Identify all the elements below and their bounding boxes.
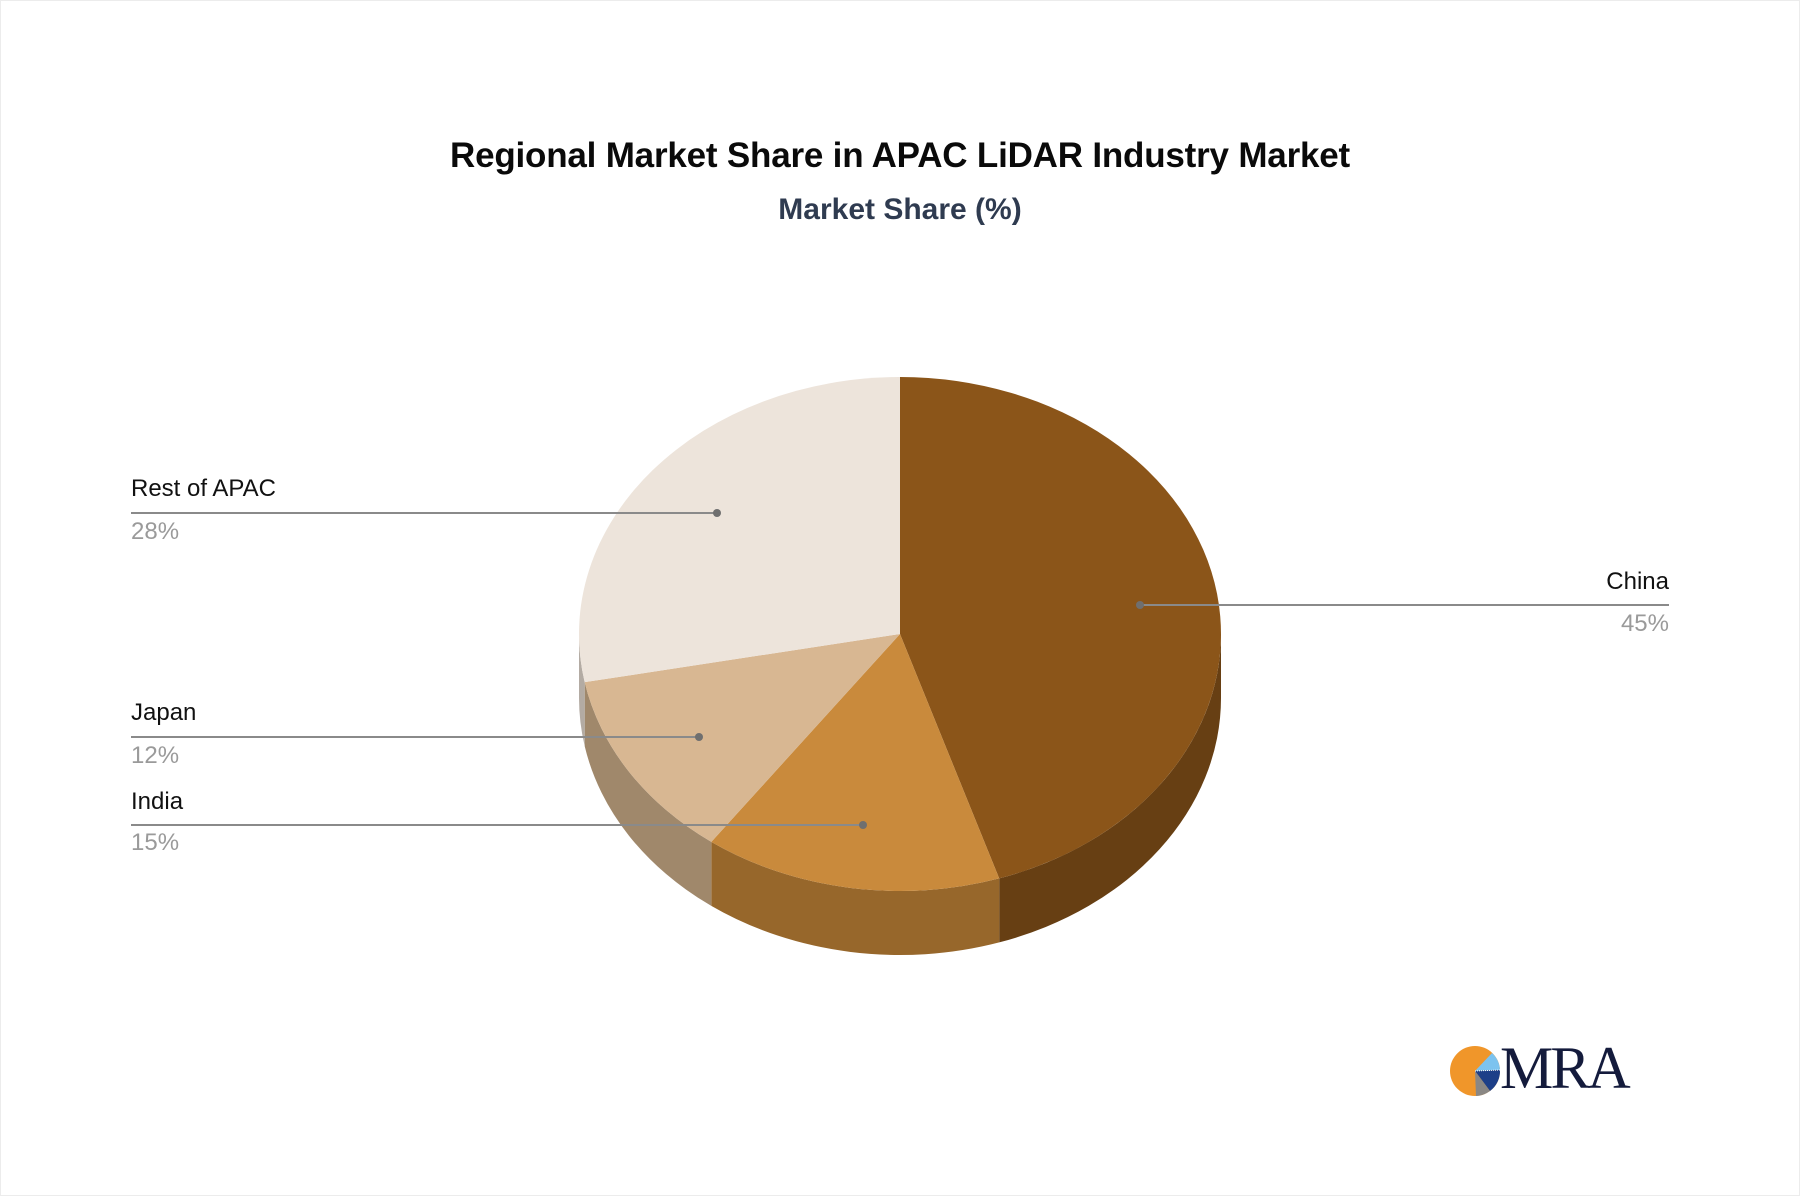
value-india: 15% — [131, 829, 180, 856]
mra-logo: MRA — [1448, 1038, 1648, 1098]
value-japan: 12% — [131, 742, 180, 769]
leader-india-dot — [859, 821, 867, 829]
value-china: 45% — [1620, 610, 1669, 637]
value-rest-of-apac: 28% — [131, 518, 180, 545]
label-rest-of-apac: Rest of APAC — [131, 475, 276, 502]
logo-text: MRA — [1500, 1035, 1631, 1101]
leader-china-dot — [1136, 601, 1144, 609]
leader-japan-dot — [695, 733, 703, 741]
slice-rest-of-apac-side — [579, 634, 585, 747]
slice-india-side — [711, 841, 1000, 955]
pie-logo-icon — [1450, 1046, 1501, 1096]
leader-rest-of-apac-dot — [713, 509, 721, 517]
slice-rest-of-apac — [579, 377, 900, 683]
chart-title: Regional Market Share in APAC LiDAR Indu… — [450, 136, 1350, 175]
slice-japan — [584, 634, 900, 842]
slice-japan-side — [584, 682, 712, 906]
label-india: India — [131, 788, 184, 815]
label-japan: Japan — [131, 699, 197, 726]
slice-india — [711, 634, 1000, 891]
chart-subtitle: Market Share (%) — [778, 193, 1022, 226]
slice-china — [900, 377, 1221, 879]
slice-china-side — [999, 634, 1221, 943]
label-china: China — [1606, 568, 1669, 595]
